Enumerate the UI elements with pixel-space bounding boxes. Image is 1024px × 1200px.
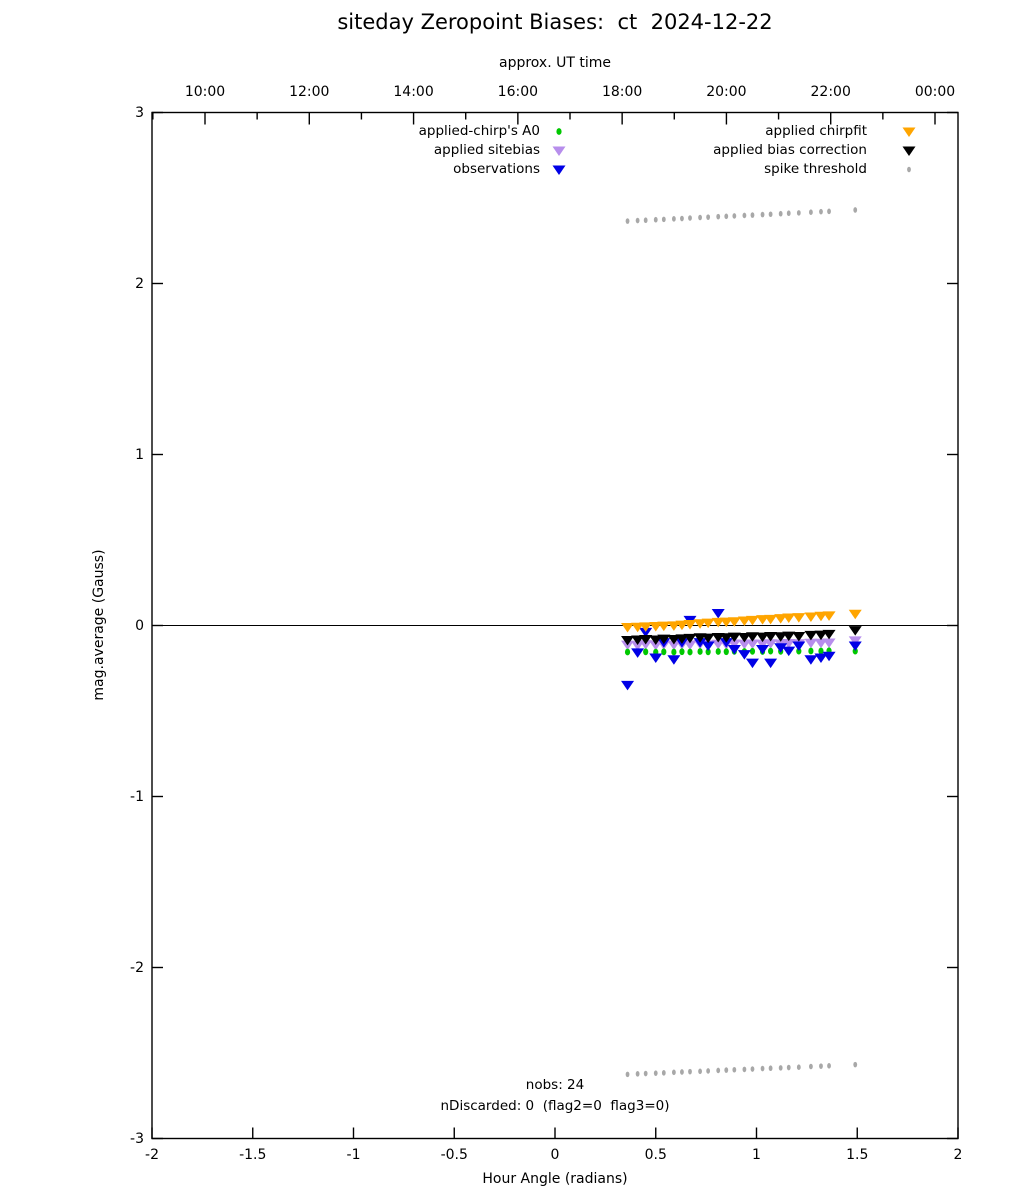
ut-tick-label: 22:00 — [810, 84, 851, 100]
series-observations — [621, 609, 862, 691]
y-tick-label: -3 — [130, 1130, 144, 1147]
ut-tick-label: 20:00 — [706, 84, 747, 100]
legend-label: applied-chirp's A0 — [418, 123, 540, 139]
triangle-down-marker-icon — [898, 122, 922, 141]
series-spike-threshold — [625, 207, 858, 1078]
legend-item-applied-chirps-a0: applied-chirp's A0 — [300, 122, 540, 141]
legend-label: applied sitebias — [433, 142, 540, 158]
x-tick-label: -0.5 — [440, 1147, 468, 1163]
y-tick-label: 0 — [135, 617, 144, 634]
y-tick-label: 3 — [135, 104, 144, 121]
x-tick-label: 1 — [752, 1147, 761, 1163]
legend-item-observations: observations — [300, 160, 540, 179]
legend-item-applied-sitebias: applied sitebias — [300, 141, 540, 160]
ut-tick-label: 00:00 — [914, 84, 956, 100]
legend-label: observations — [453, 161, 540, 177]
y-tick-label: 2 — [135, 275, 144, 292]
series-applied-chirpfit — [621, 609, 862, 633]
legend-item-applied-bias-correction: applied bias correction — [627, 141, 867, 160]
triangle-down-glyph — [902, 146, 916, 156]
legend-label: spike threshold — [764, 161, 867, 177]
x-tick-label: 1.5 — [846, 1147, 869, 1163]
triangle-down-marker-icon — [548, 141, 572, 160]
x-axis-label: Hour Angle (radians) — [482, 1171, 628, 1187]
legend-label: applied bias correction — [713, 142, 867, 158]
axis-ticks — [151, 111, 959, 1140]
ut-tick-label: 10:00 — [184, 84, 226, 100]
triangle-down-glyph — [552, 165, 566, 175]
x-tick-label: 0 — [550, 1147, 560, 1163]
y-tick-label: -2 — [130, 959, 144, 976]
triangle-down-marker-icon — [898, 141, 922, 160]
dot-glyph — [556, 128, 562, 135]
ndiscarded-annotation: nDiscarded: 0 (flag2=0 flag3=0) — [440, 1098, 670, 1114]
chart-title: siteday Zeropoint Biases: ct 2024-12-22 — [337, 10, 773, 34]
triangle-down-glyph — [902, 127, 916, 137]
ut-tick-label: 16:00 — [497, 84, 539, 100]
x-tick-label: 2 — [953, 1147, 963, 1163]
triangle-down-marker-icon — [548, 160, 572, 179]
triangle-down-glyph — [552, 146, 566, 156]
top-axis-label: approx. UT time — [499, 55, 611, 71]
legend-label: applied chirpfit — [765, 123, 867, 139]
legend-item-spike-threshold: spike threshold — [627, 160, 867, 179]
legend-item-applied-chirpfit: applied chirpfit — [627, 122, 867, 141]
y-tick-label: -1 — [130, 788, 144, 805]
ut-tick-label: 14:00 — [393, 84, 434, 100]
series-applied-bias-correction — [621, 626, 862, 646]
dot-marker-icon — [548, 122, 572, 141]
small-dot-marker-icon — [898, 160, 922, 179]
x-tick-label: -1 — [346, 1147, 361, 1163]
ut-tick-label: 18:00 — [601, 84, 643, 100]
nobs-annotation: nobs: 24 — [525, 1077, 585, 1093]
small-dot-glyph — [907, 166, 911, 173]
x-tick-label: -2 — [145, 1147, 159, 1163]
x-tick-label: 0.5 — [644, 1147, 667, 1163]
x-tick-label: -1.5 — [239, 1147, 267, 1163]
y-tick-label: 1 — [135, 446, 144, 463]
ut-tick-label: 12:00 — [289, 84, 330, 100]
